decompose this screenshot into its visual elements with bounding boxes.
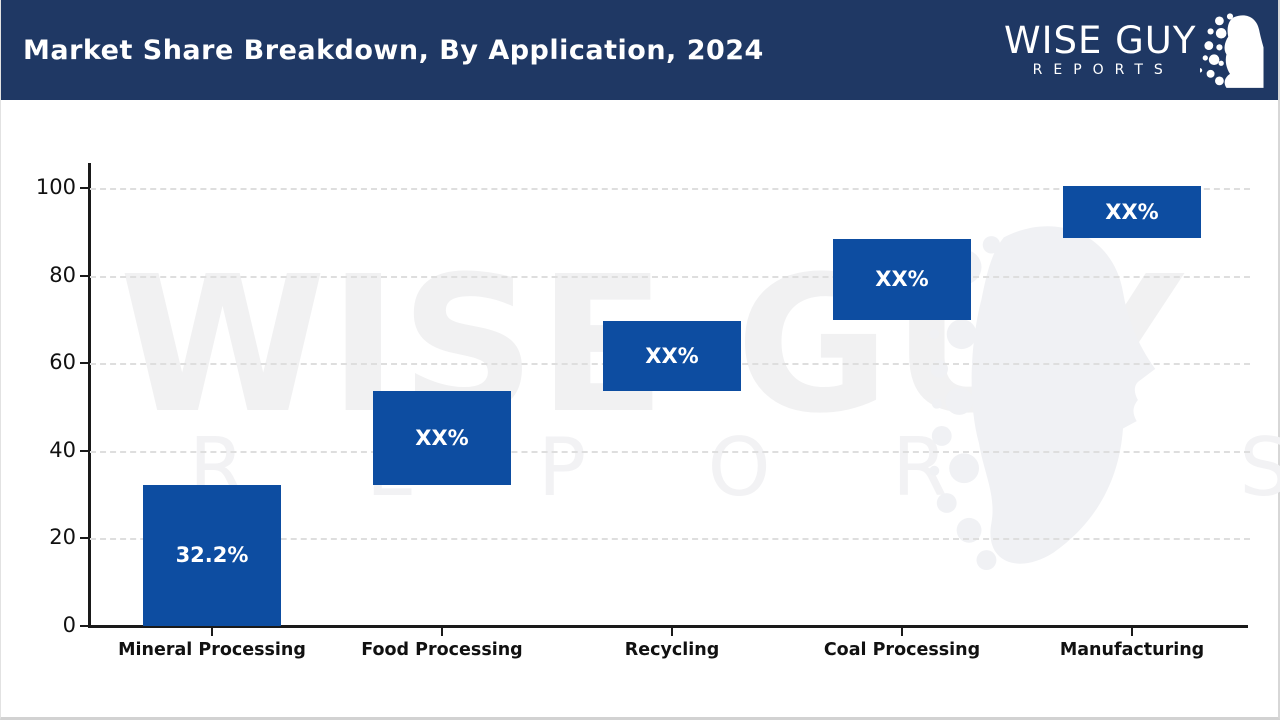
x-axis-tick-3 <box>901 627 903 636</box>
waterfall-bar-3: XX% <box>833 238 971 320</box>
y-tick-label-60: 60 <box>49 350 76 374</box>
waterfall-bar-4: XX% <box>1063 185 1201 238</box>
brand-logo: WISE GUY REPORTS <box>1004 6 1264 94</box>
x-category-label-4: Manufacturing <box>1059 640 1205 660</box>
brand-logo-text: WISE GUY REPORTS <box>1004 18 1197 79</box>
y-tick-label-40: 40 <box>49 437 76 462</box>
y-axis-line <box>88 163 91 627</box>
y-axis-tick-0 <box>80 624 89 627</box>
y-axis-tick-40 <box>80 449 89 452</box>
x-category-label-3: Coal Processing <box>823 640 981 660</box>
y-tick-label-20: 20 <box>49 525 76 549</box>
y-tick-label-0: 0 <box>62 612 76 637</box>
bar-value-label-1: XX% <box>415 426 469 451</box>
bar-value-label-0: 32.2% <box>175 543 249 568</box>
brand-subname: REPORTS <box>1032 62 1174 79</box>
logo-face-icon <box>1200 13 1264 88</box>
x-axis-tick-0 <box>211 627 213 636</box>
x-category-label-1: Food Processing <box>361 640 523 660</box>
brand-name: WISE GUY <box>1004 18 1197 62</box>
y-axis-tick-20 <box>80 537 89 539</box>
y-axis-tick-80 <box>80 274 89 277</box>
x-axis-line <box>88 625 1248 628</box>
x-axis-tick-2 <box>671 627 673 636</box>
bar-value-label-2: XX% <box>645 344 699 368</box>
chart-title: Market Share Breakdown, By Application, … <box>23 34 764 66</box>
x-category-label-0: Mineral Processing <box>118 640 306 660</box>
y-axis-tick-100 <box>80 187 89 189</box>
x-category-label-2: Recycling <box>624 640 720 660</box>
bar-value-label-4: XX% <box>1105 199 1159 224</box>
x-axis-tick-1 <box>441 627 443 636</box>
gridline-y-80 <box>90 275 1250 278</box>
y-axis-tick-60 <box>80 362 89 364</box>
gridline-y-100 <box>90 188 1250 190</box>
waterfall-bar-0: 32.2% <box>143 484 281 626</box>
y-tick-label-80: 80 <box>49 262 76 287</box>
gridline-y-20 <box>90 538 1250 540</box>
waterfall-bar-1: XX% <box>373 391 511 485</box>
waterfall-bar-2: XX% <box>603 321 741 391</box>
header-bar: Market Share Breakdown, By Application, … <box>1 0 1278 100</box>
watermark-face-icon <box>929 226 1156 571</box>
x-axis-tick-4 <box>1131 627 1133 636</box>
gridline-y-40 <box>90 450 1250 453</box>
y-tick-label-100: 100 <box>35 175 76 199</box>
bar-value-label-3: XX% <box>875 267 929 292</box>
